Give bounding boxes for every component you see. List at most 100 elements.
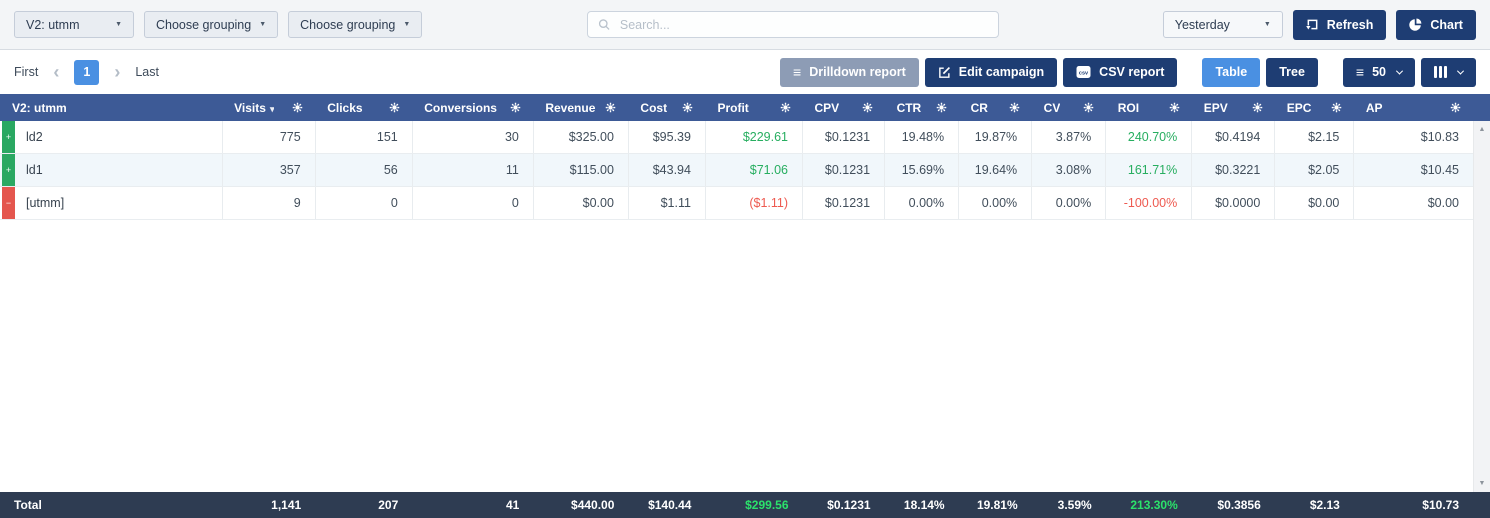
column-header-ctr[interactable]: CTR xyxy=(885,94,959,121)
gear-icon[interactable] xyxy=(780,102,791,113)
table-view-button[interactable]: Table xyxy=(1202,57,1261,87)
edit-pencil-icon xyxy=(938,66,950,78)
status-indicator: + xyxy=(2,154,15,186)
cell-revenue: $325.00 xyxy=(532,121,629,154)
page-size-button[interactable]: ≡ 50 xyxy=(1342,57,1415,87)
edit-campaign-button[interactable]: Edit campaign xyxy=(924,57,1058,87)
search-icon xyxy=(598,19,610,30)
gear-icon[interactable] xyxy=(1083,102,1094,113)
gear-icon[interactable] xyxy=(682,102,693,113)
gear-icon[interactable] xyxy=(1331,102,1342,113)
action-bar: First ‹ 1 › Last ≡ Drilldown report Edit… xyxy=(0,50,1490,94)
column-header-visits[interactable]: Visits ▾ xyxy=(222,94,315,121)
column-header-cr[interactable]: CR xyxy=(959,94,1032,121)
chevron-right-icon[interactable]: › xyxy=(114,62,121,82)
chevron-left-icon[interactable]: ‹ xyxy=(53,62,60,82)
pagination-last[interactable]: Last xyxy=(135,65,159,79)
cell-cost: $95.39 xyxy=(627,121,706,154)
cell-epc: $2.15 xyxy=(1274,121,1354,154)
scroll-down-icon[interactable]: ▼ xyxy=(1478,480,1486,487)
gear-icon[interactable] xyxy=(1450,102,1461,113)
gear-icon[interactable] xyxy=(1252,102,1263,113)
cell-visits: 357 xyxy=(221,153,316,187)
gear-icon[interactable] xyxy=(1009,102,1020,113)
total-revenue: $440.00 xyxy=(571,498,615,512)
scroll-up-icon[interactable]: ▲ xyxy=(1478,126,1486,133)
search-input[interactable] xyxy=(617,16,988,33)
column-header-revenue[interactable]: Revenue xyxy=(533,94,628,121)
column-header-epc[interactable]: EPC xyxy=(1275,94,1354,121)
csv-report-label: CSV report xyxy=(1099,65,1165,79)
column-header-name: V2: utmm xyxy=(12,100,67,115)
columns-button[interactable] xyxy=(1421,57,1476,87)
column-header-profit[interactable]: Profit xyxy=(705,94,802,121)
column-header-conversions[interactable]: Conversions xyxy=(412,94,533,121)
column-header-roi[interactable]: ROI xyxy=(1106,94,1192,121)
csv-file-icon: csv xyxy=(1076,66,1091,78)
gear-icon[interactable] xyxy=(862,102,873,113)
toolbar: V2: utmm ▼ Choose grouping ▼ Choose grou… xyxy=(0,0,1490,50)
cell-clicks: 151 xyxy=(314,121,413,154)
cell-epc: $2.05 xyxy=(1274,153,1354,187)
cell-revenue: $115.00 xyxy=(532,153,629,187)
gear-icon[interactable] xyxy=(605,102,616,113)
total-epv: $0.3856 xyxy=(1217,498,1261,512)
cell-epv: $0.4194 xyxy=(1191,121,1275,154)
row-name: ld1 xyxy=(26,163,43,177)
cell-clicks: 0 xyxy=(314,186,413,220)
cell-cv: 0.00% xyxy=(1031,186,1106,220)
pagination-page-1[interactable]: 1 xyxy=(74,59,100,85)
columns-icon xyxy=(1434,66,1447,78)
table-row[interactable]: + ld2 775 151 30 $325.00 $95.39 $229.61 $0.1231 1… xyxy=(0,121,1473,154)
refresh-button[interactable]: Refresh xyxy=(1292,9,1387,40)
row-name: ld2 xyxy=(26,130,43,144)
row-name-cell[interactable]: + ld2 xyxy=(0,121,223,154)
campaign-select[interactable]: V2: utmm ▼ xyxy=(14,11,134,38)
table-row[interactable]: − [utmm] 9 0 0 $0.00 $1.11 ($1.11) $0.1231 0.00% 0… xyxy=(0,186,1473,220)
cell-ap: $0.00 xyxy=(1353,186,1473,220)
table-view-label: Table xyxy=(1215,65,1248,79)
column-header-ap[interactable]: AP xyxy=(1354,94,1473,121)
csv-report-button[interactable]: csv CSV report xyxy=(1063,57,1178,87)
drilldown-report-label: Drilldown report xyxy=(809,65,906,79)
caret-down-icon: ▼ xyxy=(1263,21,1271,28)
pagination-first[interactable]: First xyxy=(14,65,39,79)
vertical-scrollbar[interactable]: ▲ ▼ xyxy=(1473,121,1490,492)
cell-cost: $43.94 xyxy=(627,153,706,187)
gear-icon[interactable] xyxy=(389,102,400,113)
pagination: First ‹ 1 › Last xyxy=(14,59,159,85)
gear-icon[interactable] xyxy=(1169,102,1180,113)
grouping-select-1[interactable]: Choose grouping ▼ xyxy=(144,11,279,38)
row-name-cell[interactable]: − [utmm] xyxy=(0,186,223,220)
column-header-epv[interactable]: EPV xyxy=(1192,94,1275,121)
gear-icon[interactable] xyxy=(292,102,303,113)
row-name-cell[interactable]: + ld1 xyxy=(0,153,223,187)
total-ctr: 18.14% xyxy=(903,498,945,512)
column-header-cost[interactable]: Cost xyxy=(628,94,705,121)
gear-icon[interactable] xyxy=(510,102,521,113)
tree-view-button[interactable]: Tree xyxy=(1266,57,1318,87)
sort-caret-icon: ▾ xyxy=(269,103,275,114)
date-range-select[interactable]: Yesterday ▼ xyxy=(1162,11,1283,38)
refresh-button-label: Refresh xyxy=(1326,17,1374,32)
cell-cr: 19.87% xyxy=(958,121,1032,154)
drilldown-report-button[interactable]: ≡ Drilldown report xyxy=(780,57,919,87)
gear-icon[interactable] xyxy=(936,102,947,113)
column-header-cv[interactable]: CV xyxy=(1032,94,1106,121)
column-header-cpv[interactable]: CPV xyxy=(803,94,885,121)
refresh-icon xyxy=(1305,19,1318,30)
cell-cv: 3.08% xyxy=(1031,153,1106,187)
table-row[interactable]: + ld1 357 56 11 $115.00 $43.94 $71.06 $0.1231 15.… xyxy=(0,153,1473,187)
cell-cpv: $0.1231 xyxy=(802,153,885,187)
cell-visits: 775 xyxy=(221,121,316,154)
search-box xyxy=(586,11,999,38)
total-cost: $140.44 xyxy=(648,498,692,512)
caret-down-icon: ▼ xyxy=(403,21,411,28)
cell-profit: ($1.11) xyxy=(704,186,803,220)
chart-button[interactable]: Chart xyxy=(1396,9,1476,40)
rows-icon: ≡ xyxy=(1355,64,1365,80)
column-header-clicks[interactable]: Clicks xyxy=(315,94,412,121)
grouping-select-2[interactable]: Choose grouping ▼ xyxy=(288,11,423,38)
page-size-value: 50 xyxy=(1372,65,1386,79)
